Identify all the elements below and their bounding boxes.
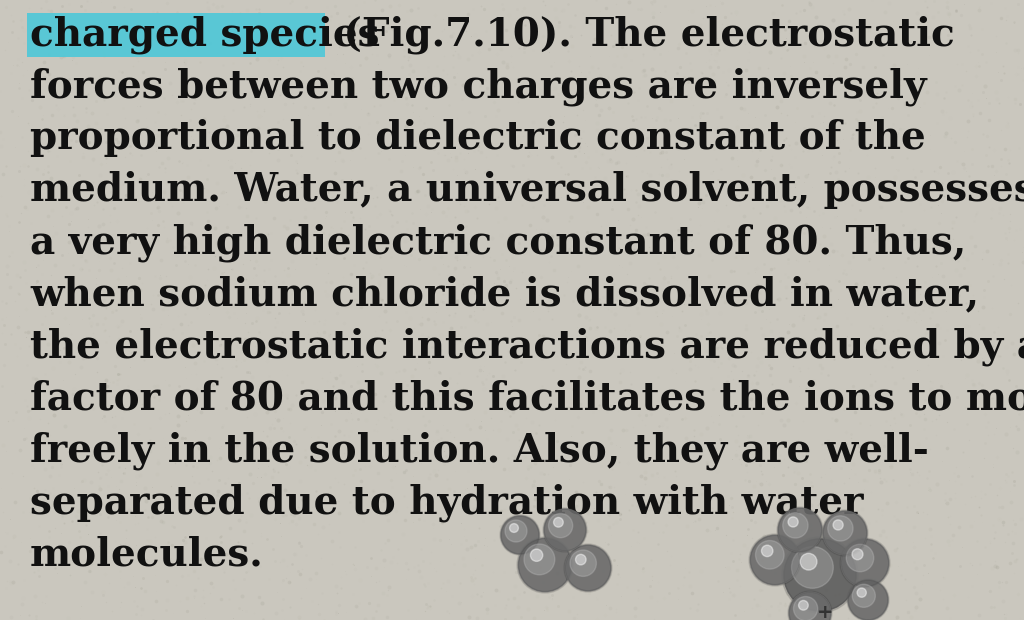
- Circle shape: [792, 546, 834, 588]
- Circle shape: [751, 535, 800, 585]
- Circle shape: [846, 544, 873, 572]
- Circle shape: [847, 579, 889, 620]
- Circle shape: [848, 580, 888, 620]
- Text: a very high dielectric constant of 80. Thus,: a very high dielectric constant of 80. T…: [30, 223, 967, 262]
- Circle shape: [549, 513, 572, 538]
- Circle shape: [823, 511, 867, 555]
- Circle shape: [570, 550, 596, 577]
- Circle shape: [778, 508, 822, 552]
- Circle shape: [564, 544, 612, 592]
- Circle shape: [852, 584, 876, 608]
- Circle shape: [501, 516, 539, 554]
- Text: medium. Water, a universal solvent, possesses: medium. Water, a universal solvent, poss…: [30, 171, 1024, 209]
- Circle shape: [842, 539, 889, 587]
- Circle shape: [756, 541, 784, 569]
- Circle shape: [565, 545, 610, 591]
- Circle shape: [784, 539, 856, 611]
- Circle shape: [500, 515, 540, 555]
- Circle shape: [800, 553, 817, 570]
- Circle shape: [790, 592, 830, 620]
- Circle shape: [822, 510, 868, 556]
- Circle shape: [852, 549, 863, 560]
- Text: proportional to dielectric constant of the: proportional to dielectric constant of t…: [30, 119, 926, 157]
- Circle shape: [784, 539, 856, 611]
- Text: the electrostatic interactions are reduced by a: the electrostatic interactions are reduc…: [30, 327, 1024, 366]
- Circle shape: [543, 508, 587, 552]
- Circle shape: [501, 516, 539, 554]
- Text: factor of 80 and this facilitates the ions to move: factor of 80 and this facilitates the io…: [30, 379, 1024, 417]
- Circle shape: [530, 549, 543, 561]
- Circle shape: [762, 545, 773, 557]
- Circle shape: [749, 534, 801, 586]
- Text: freely in the solution. Also, they are well-: freely in the solution. Also, they are w…: [30, 431, 929, 469]
- Circle shape: [790, 592, 830, 620]
- Circle shape: [510, 524, 518, 533]
- Circle shape: [834, 520, 843, 530]
- Text: (Fig.7.10). The electrostatic: (Fig.7.10). The electrostatic: [330, 15, 954, 53]
- Circle shape: [517, 537, 573, 593]
- Circle shape: [794, 596, 818, 620]
- Circle shape: [782, 513, 808, 538]
- FancyBboxPatch shape: [27, 13, 325, 57]
- Circle shape: [782, 537, 858, 613]
- Circle shape: [777, 507, 823, 553]
- Circle shape: [751, 535, 800, 585]
- Circle shape: [788, 591, 831, 620]
- Text: forces between two charges are inversely: forces between two charges are inversely: [30, 67, 927, 105]
- Circle shape: [544, 509, 586, 551]
- Circle shape: [799, 600, 808, 610]
- Circle shape: [518, 538, 571, 591]
- Text: when sodium chloride is dissolved in water,: when sodium chloride is dissolved in wat…: [30, 275, 979, 313]
- Text: molecules.: molecules.: [30, 535, 264, 573]
- Text: separated due to hydration with water: separated due to hydration with water: [30, 483, 863, 521]
- Circle shape: [505, 520, 527, 542]
- Circle shape: [524, 544, 555, 575]
- Text: charged species: charged species: [30, 15, 380, 53]
- Circle shape: [778, 508, 822, 552]
- Circle shape: [848, 580, 888, 620]
- Circle shape: [788, 517, 798, 527]
- Circle shape: [842, 539, 889, 587]
- Circle shape: [554, 518, 563, 527]
- Text: +: +: [817, 603, 834, 620]
- Circle shape: [840, 538, 890, 588]
- Circle shape: [575, 554, 586, 565]
- Circle shape: [565, 545, 610, 591]
- Circle shape: [823, 511, 867, 555]
- Circle shape: [857, 588, 866, 597]
- Circle shape: [827, 516, 853, 541]
- Circle shape: [544, 509, 586, 551]
- Circle shape: [518, 538, 571, 591]
